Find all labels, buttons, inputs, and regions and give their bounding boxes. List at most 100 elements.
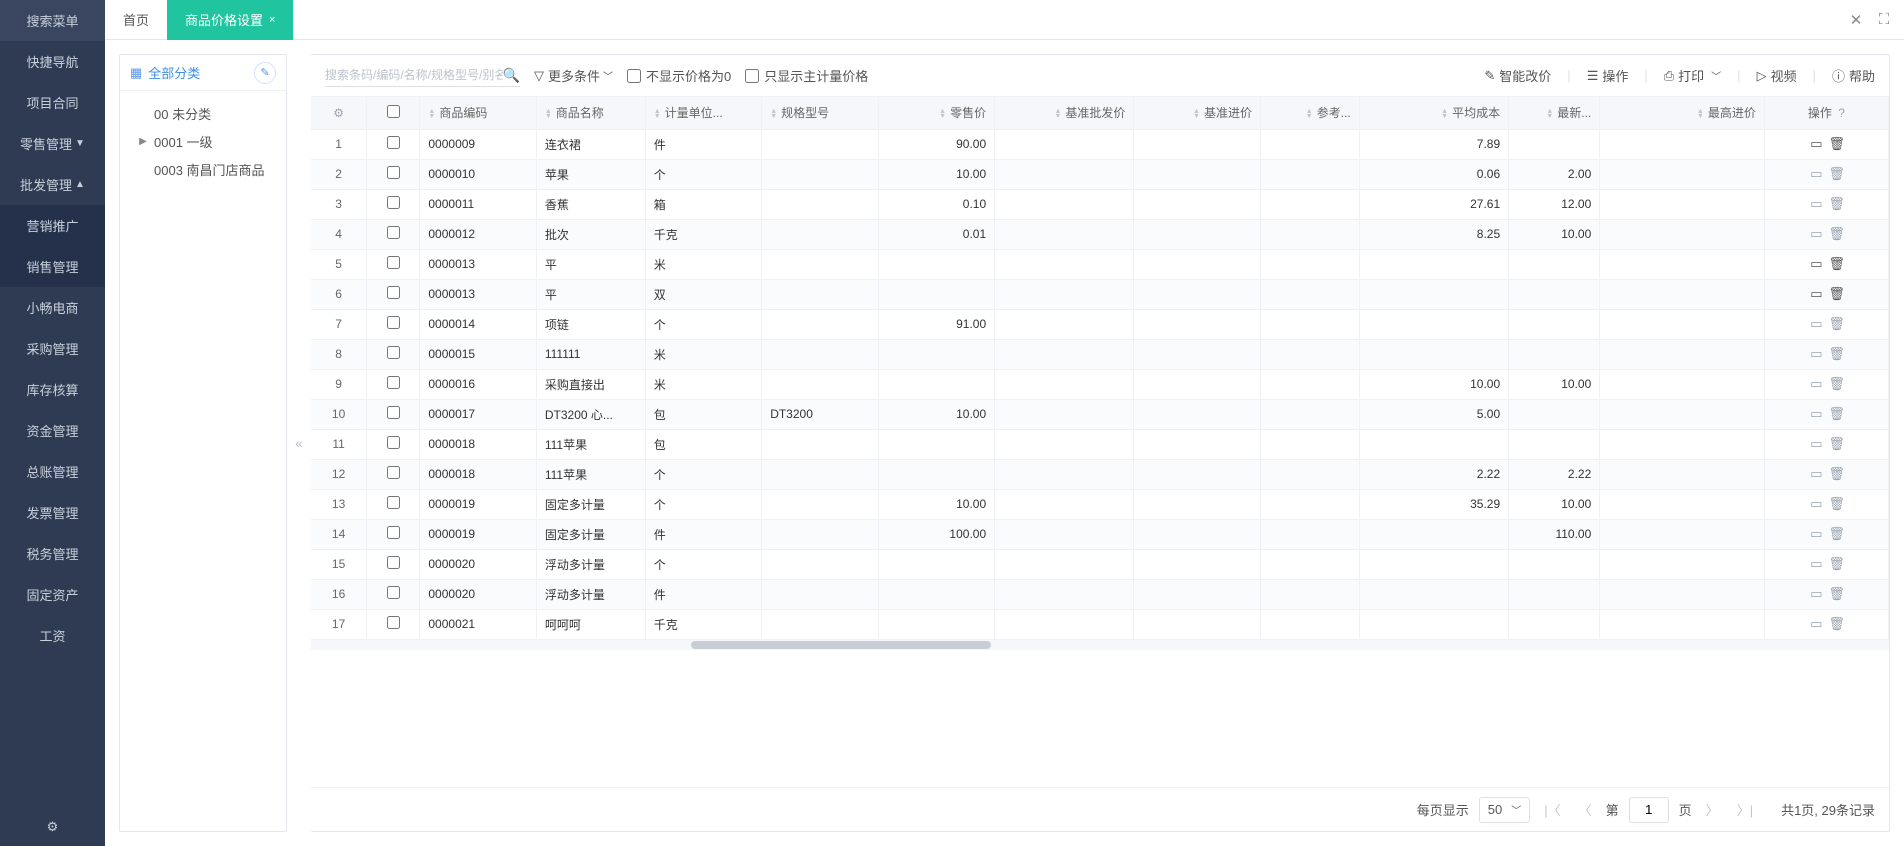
delete-icon[interactable]: 🗑: [1828, 346, 1844, 362]
table-row[interactable]: 10000009连衣裙件90.007.89▭🗑: [311, 129, 1889, 159]
checkbox-main-unit[interactable]: 只显示主计量价格: [745, 66, 868, 85]
table-row[interactable]: 50000013平米▭🗑: [311, 249, 1889, 279]
memo-icon[interactable]: ▭: [1808, 136, 1824, 152]
row-checkbox[interactable]: [387, 466, 400, 479]
delete-icon[interactable]: 🗑: [1828, 136, 1844, 152]
sidebar-item-6[interactable]: 销售管理: [0, 246, 105, 287]
row-checkbox[interactable]: [387, 166, 400, 179]
sidebar-item-8[interactable]: 采购管理: [0, 328, 105, 369]
gear-icon[interactable]: ⚙: [333, 106, 344, 120]
edit-icon[interactable]: ✎: [254, 62, 276, 84]
memo-icon[interactable]: ▭: [1808, 166, 1824, 182]
row-checkbox[interactable]: [387, 316, 400, 329]
sort-icon[interactable]: ▲▼: [654, 109, 661, 119]
row-checkbox[interactable]: [387, 376, 400, 389]
sort-icon[interactable]: ▲▼: [1441, 109, 1448, 119]
delete-icon[interactable]: 🗑: [1828, 466, 1844, 482]
col-header-7[interactable]: ▲▼参考...: [1260, 97, 1359, 129]
help-icon[interactable]: ?: [1838, 106, 1845, 120]
table-row[interactable]: 100000017DT3200 心...包DT320010.005.00▭🗑: [311, 399, 1889, 429]
row-checkbox[interactable]: [387, 136, 400, 149]
memo-icon[interactable]: ▭: [1808, 586, 1824, 602]
memo-icon[interactable]: ▭: [1808, 616, 1824, 632]
sort-icon[interactable]: ▲▼: [1546, 109, 1553, 119]
delete-icon[interactable]: 🗑: [1828, 196, 1844, 212]
table-row[interactable]: 30000011香蕉箱0.1027.6112.00▭🗑: [311, 189, 1889, 219]
delete-icon[interactable]: 🗑: [1828, 586, 1844, 602]
table-row[interactable]: 40000012批次千克0.018.2510.00▭🗑: [311, 219, 1889, 249]
sort-icon[interactable]: ▲▼: [939, 109, 946, 119]
delete-icon[interactable]: 🗑: [1828, 376, 1844, 392]
sidebar-item-7[interactable]: 小畅电商: [0, 287, 105, 328]
memo-icon[interactable]: ▭: [1808, 286, 1824, 302]
table-row[interactable]: 150000020浮动多计量个▭🗑: [311, 549, 1889, 579]
more-conditions[interactable]: ▽ 更多条件 ﹀: [534, 66, 613, 85]
delete-icon[interactable]: 🗑: [1828, 316, 1844, 332]
col-checkbox[interactable]: [367, 97, 420, 129]
col-header-8[interactable]: ▲▼平均成本: [1359, 97, 1508, 129]
sidebar-item-5[interactable]: 营销推广: [0, 205, 105, 246]
settings-gear[interactable]: ⚙: [0, 808, 105, 846]
row-checkbox[interactable]: [387, 196, 400, 209]
sidebar-item-3[interactable]: 零售管理▼: [0, 123, 105, 164]
delete-icon[interactable]: 🗑: [1828, 526, 1844, 542]
table-row[interactable]: 80000015111111米▭🗑: [311, 339, 1889, 369]
delete-icon[interactable]: 🗑: [1828, 436, 1844, 452]
table-row[interactable]: 140000019固定多计量件100.00110.00▭🗑: [311, 519, 1889, 549]
sidebar-item-14[interactable]: 固定资产: [0, 574, 105, 615]
row-checkbox[interactable]: [387, 556, 400, 569]
memo-icon[interactable]: ▭: [1808, 256, 1824, 272]
col-header-9[interactable]: ▲▼最新...: [1509, 97, 1600, 129]
col-header-2[interactable]: ▲▼计量单位...: [645, 97, 761, 129]
table-row[interactable]: 60000013平双▭🗑: [311, 279, 1889, 309]
col-header-1[interactable]: ▲▼商品名称: [536, 97, 645, 129]
help-button[interactable]: ⓘ帮助: [1832, 66, 1875, 85]
table-row[interactable]: 160000020浮动多计量件▭🗑: [311, 579, 1889, 609]
sort-icon[interactable]: ▲▼: [770, 109, 777, 119]
table-scroll[interactable]: ⚙ ▲▼商品编码▲▼商品名称▲▼计量单位...▲▼规格型号▲▼零售价▲▼基准批发价…: [311, 97, 1889, 787]
sort-icon[interactable]: ▲▼: [428, 109, 435, 119]
delete-icon[interactable]: 🗑: [1828, 616, 1844, 632]
row-checkbox[interactable]: [387, 226, 400, 239]
row-checkbox[interactable]: [387, 346, 400, 359]
operations-button[interactable]: ☰操作: [1587, 66, 1629, 85]
memo-icon[interactable]: ▭: [1808, 346, 1824, 362]
delete-icon[interactable]: 🗑: [1828, 556, 1844, 572]
sort-icon[interactable]: ▲▼: [1306, 109, 1313, 119]
close-all-icon[interactable]: ✕: [1842, 6, 1870, 34]
search-icon[interactable]: 🔍: [503, 67, 520, 84]
col-header-5[interactable]: ▲▼基准批发价: [995, 97, 1134, 129]
delete-icon[interactable]: 🗑: [1828, 496, 1844, 512]
col-header-10[interactable]: ▲▼最高进价: [1600, 97, 1765, 129]
memo-icon[interactable]: ▭: [1808, 196, 1824, 212]
delete-icon[interactable]: 🗑: [1828, 166, 1844, 182]
category-title[interactable]: 全部分类: [148, 63, 200, 82]
print-button[interactable]: ⎙打印﹀: [1664, 66, 1721, 85]
col-header-0[interactable]: ▲▼商品编码: [420, 97, 536, 129]
sidebar-item-2[interactable]: 项目合同: [0, 82, 105, 123]
row-checkbox[interactable]: [387, 496, 400, 509]
row-checkbox[interactable]: [387, 406, 400, 419]
page-input[interactable]: [1629, 797, 1669, 823]
table-row[interactable]: 110000018111苹果包▭🗑: [311, 429, 1889, 459]
table-row[interactable]: 90000016采购直接出米10.0010.00▭🗑: [311, 369, 1889, 399]
col-header-3[interactable]: ▲▼规格型号: [762, 97, 878, 129]
search-input[interactable]: [325, 64, 503, 86]
sidebar-item-10[interactable]: 资金管理: [0, 410, 105, 451]
checkbox-hide-zero[interactable]: 不显示价格为0: [627, 66, 731, 85]
row-checkbox[interactable]: [387, 436, 400, 449]
memo-icon[interactable]: ▭: [1808, 496, 1824, 512]
collapse-panel-icon[interactable]: «: [287, 54, 311, 832]
expand-icon[interactable]: ⛶: [1870, 6, 1898, 34]
h-scrollbar[interactable]: [311, 640, 1889, 650]
table-row[interactable]: 70000014项链个91.00▭🗑: [311, 309, 1889, 339]
delete-icon[interactable]: 🗑: [1828, 406, 1844, 422]
last-page-button[interactable]: 〉|: [1733, 800, 1757, 819]
col-header-4[interactable]: ▲▼零售价: [878, 97, 994, 129]
first-page-button[interactable]: |〈: [1540, 800, 1564, 819]
video-button[interactable]: ▷视频: [1757, 66, 1797, 85]
sort-icon[interactable]: ▲▼: [1697, 109, 1704, 119]
sidebar-item-11[interactable]: 总账管理: [0, 451, 105, 492]
sort-icon[interactable]: ▲▼: [1054, 109, 1061, 119]
tree-toggle-icon[interactable]: ▶: [136, 136, 150, 147]
